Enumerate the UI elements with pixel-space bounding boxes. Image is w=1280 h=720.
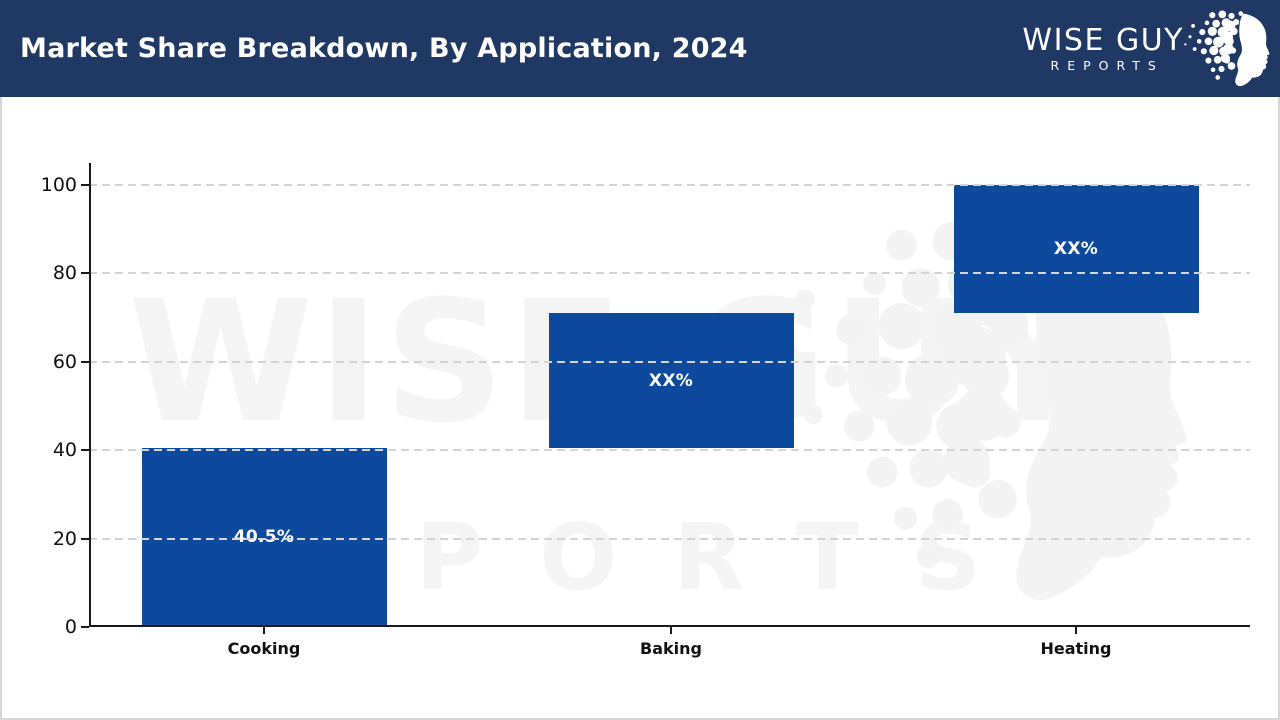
y-tick-label: 0: [64, 616, 77, 638]
y-tick-label: 100: [40, 174, 77, 196]
x-category-label: Cooking: [227, 639, 301, 658]
gridline-20: [89, 537, 1250, 540]
x-tick-baking: [670, 627, 672, 634]
y-tick-100: [81, 184, 89, 186]
y-tick-label: 60: [52, 350, 77, 373]
y-tick-60: [81, 360, 89, 363]
logo-subtext: REPORTS: [1050, 58, 1164, 74]
y-tick-40: [81, 449, 89, 452]
gridline-100: [89, 184, 1250, 186]
x-category-label: Baking: [640, 639, 702, 658]
header: Market Share Breakdown, By Application, …: [0, 0, 1280, 97]
logo-wordmark: WISE GUY: [1022, 22, 1184, 58]
bar-value-label: XX%: [1053, 239, 1099, 260]
gridline-40: [89, 449, 1250, 452]
bar-baking: XX%: [548, 313, 794, 448]
axes: [89, 163, 1250, 627]
logo-text: WISE GUY REPORTS: [1022, 25, 1184, 74]
y-tick-label: 20: [52, 527, 77, 550]
bar-value-label: 40.5%: [233, 527, 295, 548]
page-title: Market Share Breakdown, By Application, …: [20, 33, 748, 64]
wiseguy-logo: WISE GUY REPORTS: [1022, 6, 1270, 92]
y-tick-20: [81, 537, 89, 540]
x-category-label: Heating: [1040, 639, 1112, 658]
logo-face-icon: [1184, 10, 1270, 87]
y-tick-0: [81, 626, 89, 628]
y-tick-label: 40: [52, 439, 77, 462]
x-tick-cooking: [263, 627, 265, 634]
bar-cooking: 40.5%: [141, 447, 387, 627]
bar-value-label: XX%: [648, 370, 694, 391]
y-tick-label: 80: [52, 262, 77, 285]
x-tick-heating: [1075, 627, 1077, 634]
gridline-80: [89, 272, 1250, 275]
gridline-60: [89, 360, 1250, 363]
y-tick-80: [81, 272, 89, 275]
bar-heating: XX%: [953, 185, 1199, 314]
